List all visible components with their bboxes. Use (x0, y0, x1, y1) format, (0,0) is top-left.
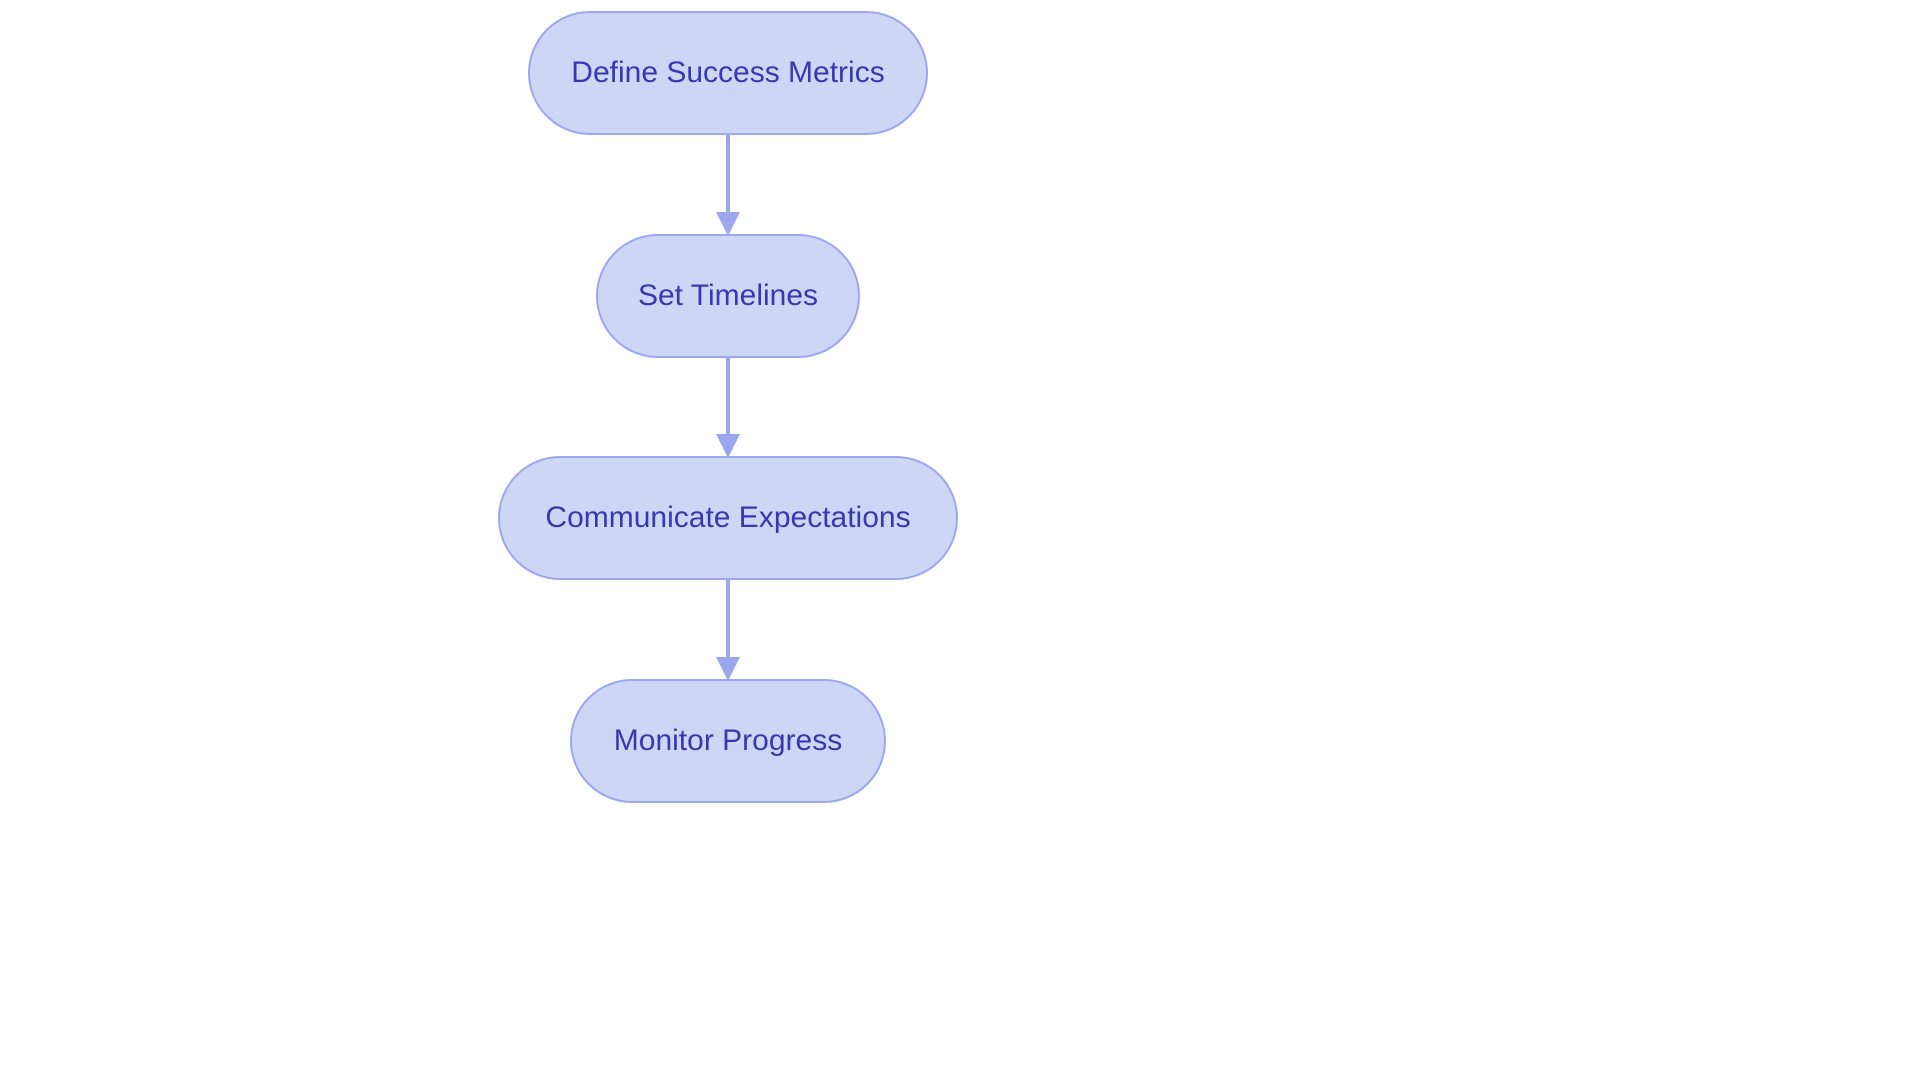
flowchart-node: Monitor Progress (570, 679, 886, 803)
flowchart-node: Define Success Metrics (528, 11, 928, 135)
flowchart-node-label: Set Timelines (638, 279, 818, 313)
flowchart-node-label: Monitor Progress (614, 724, 842, 758)
flowchart-node-label: Communicate Expectations (545, 501, 910, 535)
flowchart-node-label: Define Success Metrics (571, 56, 884, 90)
flowchart-node: Set Timelines (596, 234, 860, 358)
flowchart-canvas: Define Success Metrics Set Timelines Commu… (0, 0, 1920, 1083)
flowchart-node: Communicate Expectations (498, 456, 958, 580)
flowchart-edges (0, 0, 1920, 1083)
